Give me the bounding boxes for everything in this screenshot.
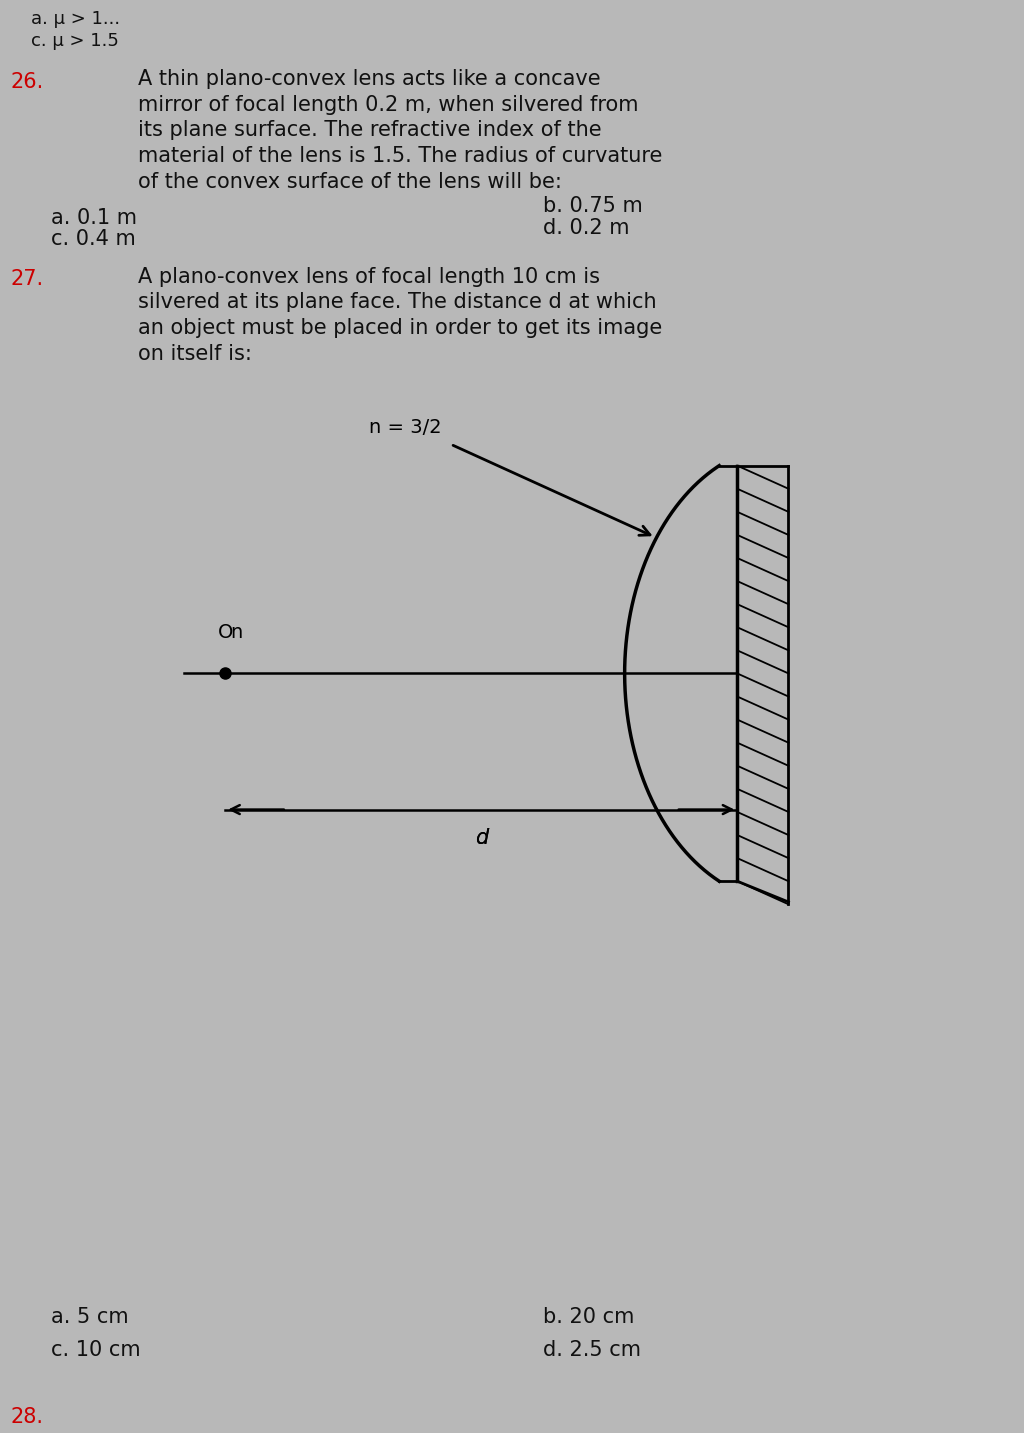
Text: b. 0.75 m: b. 0.75 m bbox=[543, 196, 642, 216]
Text: on itself is:: on itself is: bbox=[138, 344, 252, 364]
Text: n = 3/2: n = 3/2 bbox=[369, 418, 441, 437]
Text: n: n bbox=[230, 623, 243, 642]
Text: its plane surface. The refractive index of the: its plane surface. The refractive index … bbox=[138, 120, 602, 140]
Text: silvered at its plane face. The distance d at which: silvered at its plane face. The distance… bbox=[138, 292, 656, 312]
Text: an object must be placed in order to get its image: an object must be placed in order to get… bbox=[138, 318, 663, 338]
Text: d. 2.5 cm: d. 2.5 cm bbox=[543, 1340, 641, 1360]
Text: of the convex surface of the lens will be:: of the convex surface of the lens will b… bbox=[138, 172, 562, 192]
Text: material of the lens is 1.5. The radius of curvature: material of the lens is 1.5. The radius … bbox=[138, 146, 663, 166]
Text: a. 0.1 m: a. 0.1 m bbox=[51, 208, 137, 228]
Text: O: O bbox=[217, 623, 233, 642]
Text: mirror of focal length 0.2 m, when silvered from: mirror of focal length 0.2 m, when silve… bbox=[138, 95, 639, 115]
Text: 27.: 27. bbox=[10, 269, 43, 289]
Text: A plano-convex lens of focal length 10 cm is: A plano-convex lens of focal length 10 c… bbox=[138, 267, 600, 287]
Text: A thin plano-convex lens acts like a concave: A thin plano-convex lens acts like a con… bbox=[138, 69, 601, 89]
Text: 28.: 28. bbox=[10, 1407, 43, 1427]
Text: d: d bbox=[475, 828, 487, 848]
Text: c. μ > 1.5: c. μ > 1.5 bbox=[31, 32, 119, 50]
Text: 26.: 26. bbox=[10, 72, 43, 92]
Text: d. 0.2 m: d. 0.2 m bbox=[543, 218, 629, 238]
Text: c. 10 cm: c. 10 cm bbox=[51, 1340, 141, 1360]
Text: d: d bbox=[475, 828, 487, 848]
Text: a. μ > 1...: a. μ > 1... bbox=[31, 10, 120, 29]
Text: c. 0.4 m: c. 0.4 m bbox=[51, 229, 136, 249]
Text: a. 5 cm: a. 5 cm bbox=[51, 1307, 129, 1327]
Text: b. 20 cm: b. 20 cm bbox=[543, 1307, 634, 1327]
